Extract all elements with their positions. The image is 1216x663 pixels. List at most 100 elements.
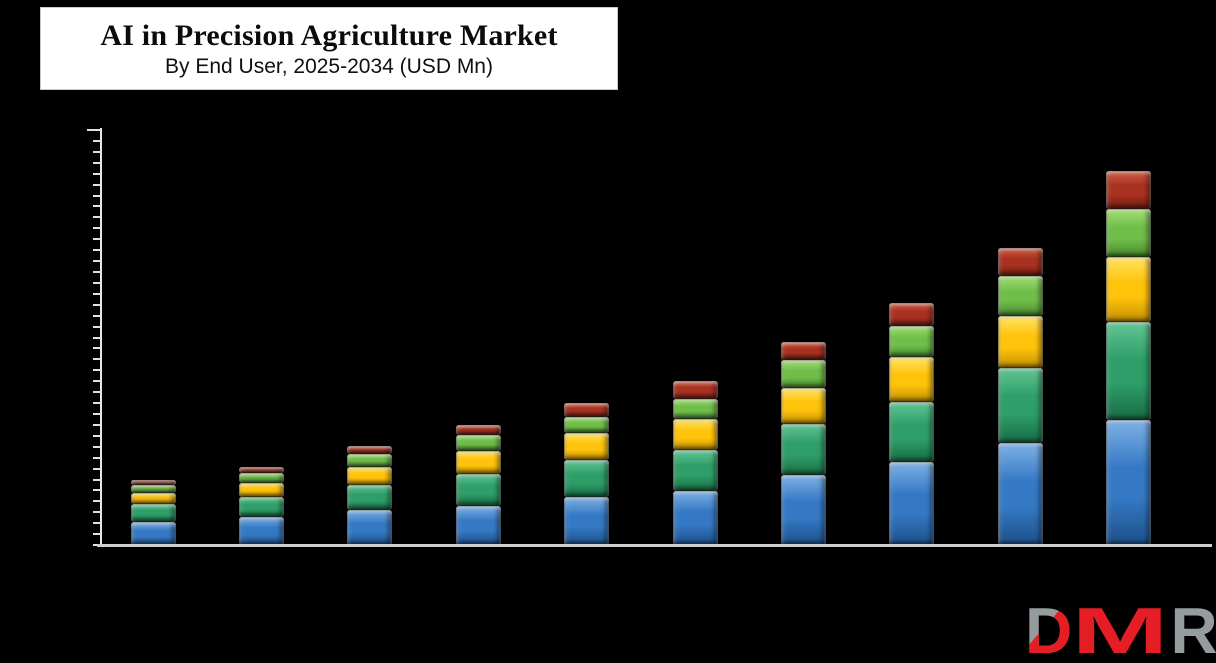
bar-segment-2027-series-1-blue [347,510,393,545]
bar-segment-2029-series-4-light-green [564,416,610,433]
stacked-bar-2025 [130,480,176,545]
bar-segment-2028-series-3-yellow [455,451,501,475]
y-axis-tick [93,172,101,175]
stacked-bar-2030 [672,381,718,545]
y-axis-tick [93,260,101,263]
y-axis-tick [93,325,101,328]
bar-segment-2032-series-1-blue [889,462,935,545]
y-axis-tick [93,511,101,514]
bar-segment-2025-series-2-green [130,504,176,522]
y-axis-tick [93,434,101,437]
bar-segment-2033-series-1-blue [997,442,1043,545]
bar-segment-2030-series-2-green [672,449,718,492]
y-axis-tick [93,183,101,186]
stacked-bar-2026 [238,466,284,545]
y-axis-tick [93,456,101,459]
stacked-bar-2028 [455,424,501,545]
dmr-logo: D D M R [1028,596,1216,662]
stacked-bar-2031 [780,341,826,545]
stacked-bar-2029 [564,402,610,545]
bar-segment-2034-series-3-yellow [1106,257,1152,323]
y-axis-tick [93,467,101,470]
bar-segment-2025-series-1-blue [130,521,176,545]
y-axis-tick [93,303,101,306]
bar-segment-2031-series-1-blue [780,475,826,545]
y-axis-tick [93,139,101,142]
chart-subtitle: By End User, 2025-2034 (USD Mn) [165,54,493,78]
bar-segment-2032-series-4-light-green [889,325,935,358]
bar-segment-2034-series-4-light-green [1106,209,1152,258]
bar-segment-2026-series-1-blue [238,517,284,545]
bar-segment-2028-series-1-blue [455,505,501,545]
y-axis-tick [93,227,101,230]
y-axis-tick [93,391,101,394]
y-axis-tick [93,423,101,426]
bar-segment-2026-series-3-yellow [238,482,284,497]
bar-segment-2031-series-3-yellow [780,387,826,425]
y-axis-tick [93,500,101,503]
x-axis-line [97,544,1212,547]
bar-segment-2026-series-5-dark-red [238,466,284,473]
y-axis-tick [93,238,101,241]
bar-segment-2034-series-2-green [1106,322,1152,420]
bar-segment-2027-series-5-dark-red [347,446,393,454]
y-axis-tick [93,205,101,208]
bar-segment-2027-series-4-light-green [347,453,393,467]
y-axis-tick [93,445,101,448]
bar-segment-2033-series-5-dark-red [997,247,1043,277]
stacked-bar-2033 [997,247,1043,545]
bar-segment-2029-series-5-dark-red [564,402,610,417]
bar-segment-2028-series-5-dark-red [455,424,501,435]
chart-title: AI in Precision Agriculture Market [100,18,558,52]
bar-segment-2032-series-5-dark-red [889,302,935,326]
y-axis-tick [93,249,101,252]
y-axis-tick [93,369,101,372]
y-axis-tick [93,347,101,350]
bar-segment-2029-series-2-green [564,460,610,498]
logo-letter-r: R [1170,596,1216,662]
y-axis-tick [93,150,101,153]
y-axis-tick [93,281,101,284]
bar-segment-2025-series-4-light-green [130,485,176,494]
y-axis-tick [93,161,101,164]
bar-segment-2034-series-1-blue [1106,419,1152,545]
bar-segment-2027-series-3-yellow [347,466,393,485]
bar-segment-2030-series-3-yellow [672,419,718,450]
bar-segment-2030-series-4-light-green [672,398,718,420]
y-axis-tick [93,478,101,481]
y-axis-tick [93,402,101,404]
y-axis-tick [87,129,101,131]
y-axis-tick [93,194,101,197]
y-axis-tick [93,522,101,525]
y-axis-line [100,128,102,546]
y-axis-tick [93,489,101,492]
bar-segment-2032-series-2-green [889,402,935,463]
y-axis-tick [93,216,101,219]
bar-segment-2026-series-2-green [238,496,284,518]
chart-title-box: AI in Precision Agriculture Market By En… [40,7,618,90]
stacked-bar-2034 [1106,171,1152,545]
bar-segment-2030-series-1-blue [672,491,718,545]
bar-segment-2027-series-2-green [347,484,393,510]
bar-segment-2029-series-1-blue [564,497,610,545]
logo-letter-m: M [1072,596,1169,662]
bar-segment-2028-series-2-green [455,474,501,506]
bar-segment-2025-series-5-dark-red [130,480,176,486]
y-axis-tick [93,533,101,536]
y-axis-tick [93,314,101,317]
bar-segment-2034-series-5-dark-red [1106,171,1152,210]
y-axis-tick [93,292,101,295]
stacked-bar-2032 [889,302,935,545]
bar-segment-2030-series-5-dark-red [672,381,718,399]
bar-segment-2031-series-2-green [780,424,826,475]
y-axis-tick [93,380,101,383]
bar-segment-2033-series-2-green [997,367,1043,443]
bar-segment-2033-series-4-light-green [997,276,1043,316]
bar-segment-2025-series-3-yellow [130,493,176,505]
y-axis-tick [93,412,101,415]
bar-segment-2029-series-3-yellow [564,432,610,461]
stacked-bar-2027 [347,446,393,545]
bar-segment-2026-series-4-light-green [238,472,284,483]
bar-segment-2032-series-3-yellow [889,357,935,403]
